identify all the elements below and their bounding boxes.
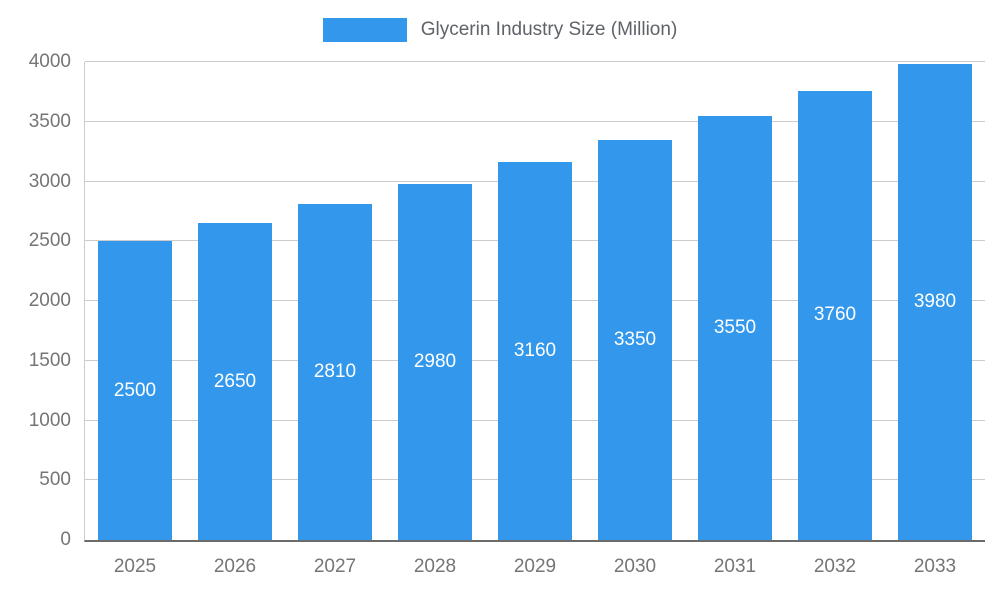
bar[interactable] <box>898 64 972 540</box>
bar[interactable] <box>698 115 772 540</box>
legend-swatch <box>322 18 407 42</box>
bar-value-label: 2500 <box>113 379 157 401</box>
y-tick-label: 0 <box>60 529 71 550</box>
x-tick-label: 2030 <box>613 556 657 577</box>
bar-value-label: 3350 <box>613 328 657 350</box>
x-tick-label: 2028 <box>413 556 457 577</box>
bar[interactable] <box>398 183 472 540</box>
bar[interactable] <box>498 162 572 540</box>
x-tick-label: 2029 <box>513 556 557 577</box>
y-tick-label: 2000 <box>28 290 71 311</box>
x-tick-label: 2027 <box>313 556 357 577</box>
bar-value-label: 2810 <box>313 361 357 383</box>
x-tick-label: 2031 <box>713 556 757 577</box>
bar[interactable] <box>198 223 272 540</box>
bar[interactable] <box>798 90 872 540</box>
y-tick-label: 1500 <box>28 349 71 371</box>
bar-value-label: 3550 <box>713 316 757 338</box>
y-tick-label: 1000 <box>28 409 71 431</box>
bar-value-label: 3760 <box>813 304 857 326</box>
y-tick-label: 3000 <box>28 170 71 192</box>
bar[interactable] <box>298 204 372 540</box>
x-tick-label: 2025 <box>113 556 157 577</box>
y-tick-label: 3500 <box>28 110 71 132</box>
bar-value-label: 3160 <box>513 340 557 362</box>
x-tick-label: 2026 <box>213 556 257 577</box>
bar[interactable] <box>598 139 672 540</box>
bar-value-label: 2650 <box>213 370 257 392</box>
y-tick-label: 2500 <box>28 230 71 252</box>
bar-value-label: 2980 <box>413 350 457 372</box>
bar[interactable] <box>98 241 172 540</box>
plot-area: 0 500 1000 1500 2000 2500 3000 3500 4000 2500 2025… <box>29 51 985 577</box>
legend[interactable]: Glycerin Industry Size (Million) <box>0 18 1000 42</box>
x-tick-label: 2033 <box>913 556 957 577</box>
legend-label: Glycerin Industry Size (Million) <box>420 19 678 40</box>
gridline <box>85 61 985 62</box>
y-tick-label: 4000 <box>28 51 71 72</box>
bar-value-label: 3980 <box>913 291 957 313</box>
x-tick-label: 2032 <box>813 556 857 577</box>
y-tick-label: 500 <box>39 469 71 491</box>
gridline <box>85 120 985 122</box>
